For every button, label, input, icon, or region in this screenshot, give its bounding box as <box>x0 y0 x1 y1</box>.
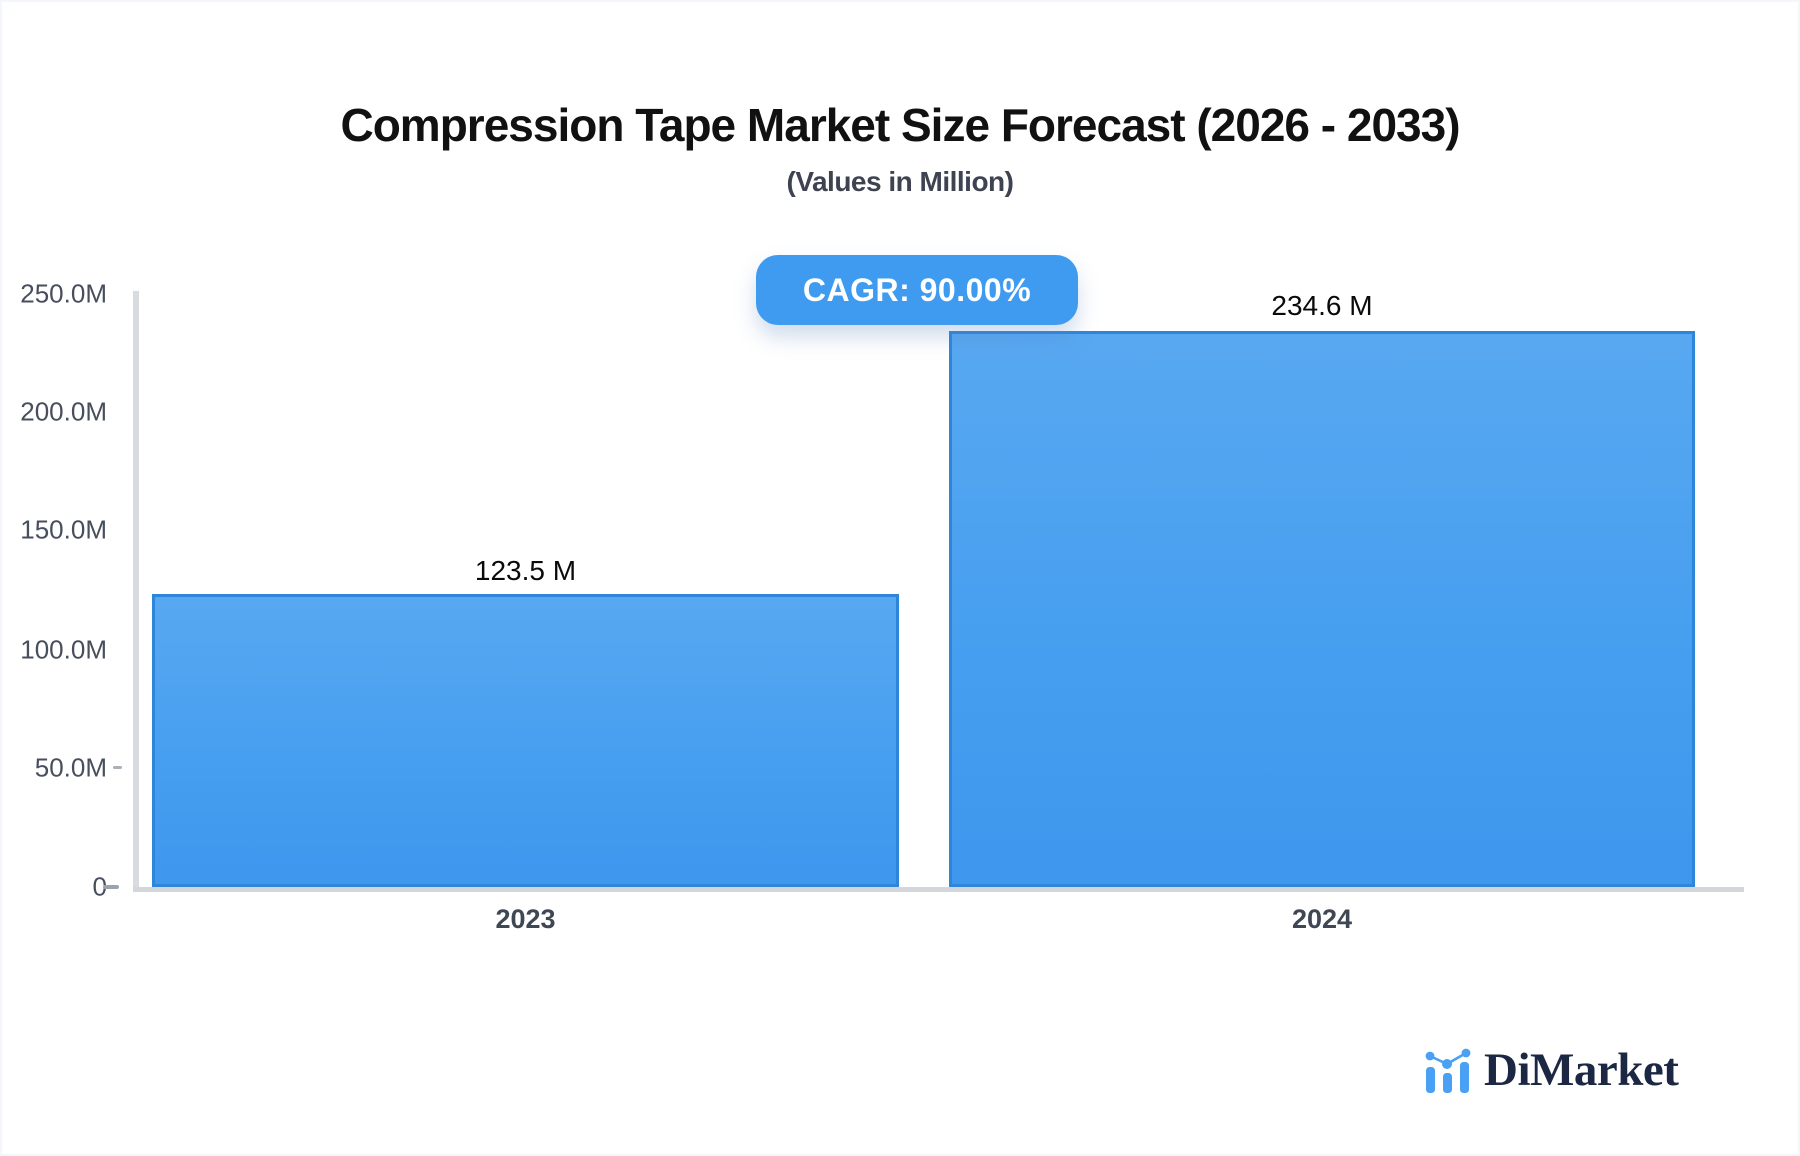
y-axis-tick-mark <box>113 766 122 769</box>
logo-text: DiMarket <box>1484 1044 1679 1096</box>
y-tick-label: 50.0M <box>34 752 107 783</box>
bar-value-label: 234.6 M <box>1271 290 1373 321</box>
cagr-badge: CAGR: 90.00% <box>756 255 1078 325</box>
x-axis-label-2023: 2023 <box>495 904 556 934</box>
chart-subtitle: (Values in Million) <box>786 166 1014 197</box>
bar-value-label: 123.5 M <box>474 555 577 586</box>
y-tick-label: 100.0M <box>20 634 107 665</box>
y-axis-line <box>133 291 139 892</box>
y-tick-label: 200.0M <box>20 396 107 427</box>
y-tick-label: 0 <box>92 871 107 902</box>
y-tick-label: 150.0M <box>20 514 107 545</box>
bar-2023[interactable] <box>152 594 899 887</box>
mini-bar-line-chart-icon <box>1423 1046 1473 1094</box>
y-tick-label: 250.0M <box>20 278 107 309</box>
chart-title: Compression Tape Market Size Forecast (2… <box>340 99 1460 151</box>
x-axis-label-2024: 2024 <box>1291 904 1353 934</box>
y-axis-tick-mark <box>103 885 119 889</box>
x-axis-baseline <box>133 887 1744 892</box>
bar-2024[interactable] <box>949 331 1695 887</box>
dimarket-logo: DiMarket <box>1423 1042 1679 1098</box>
